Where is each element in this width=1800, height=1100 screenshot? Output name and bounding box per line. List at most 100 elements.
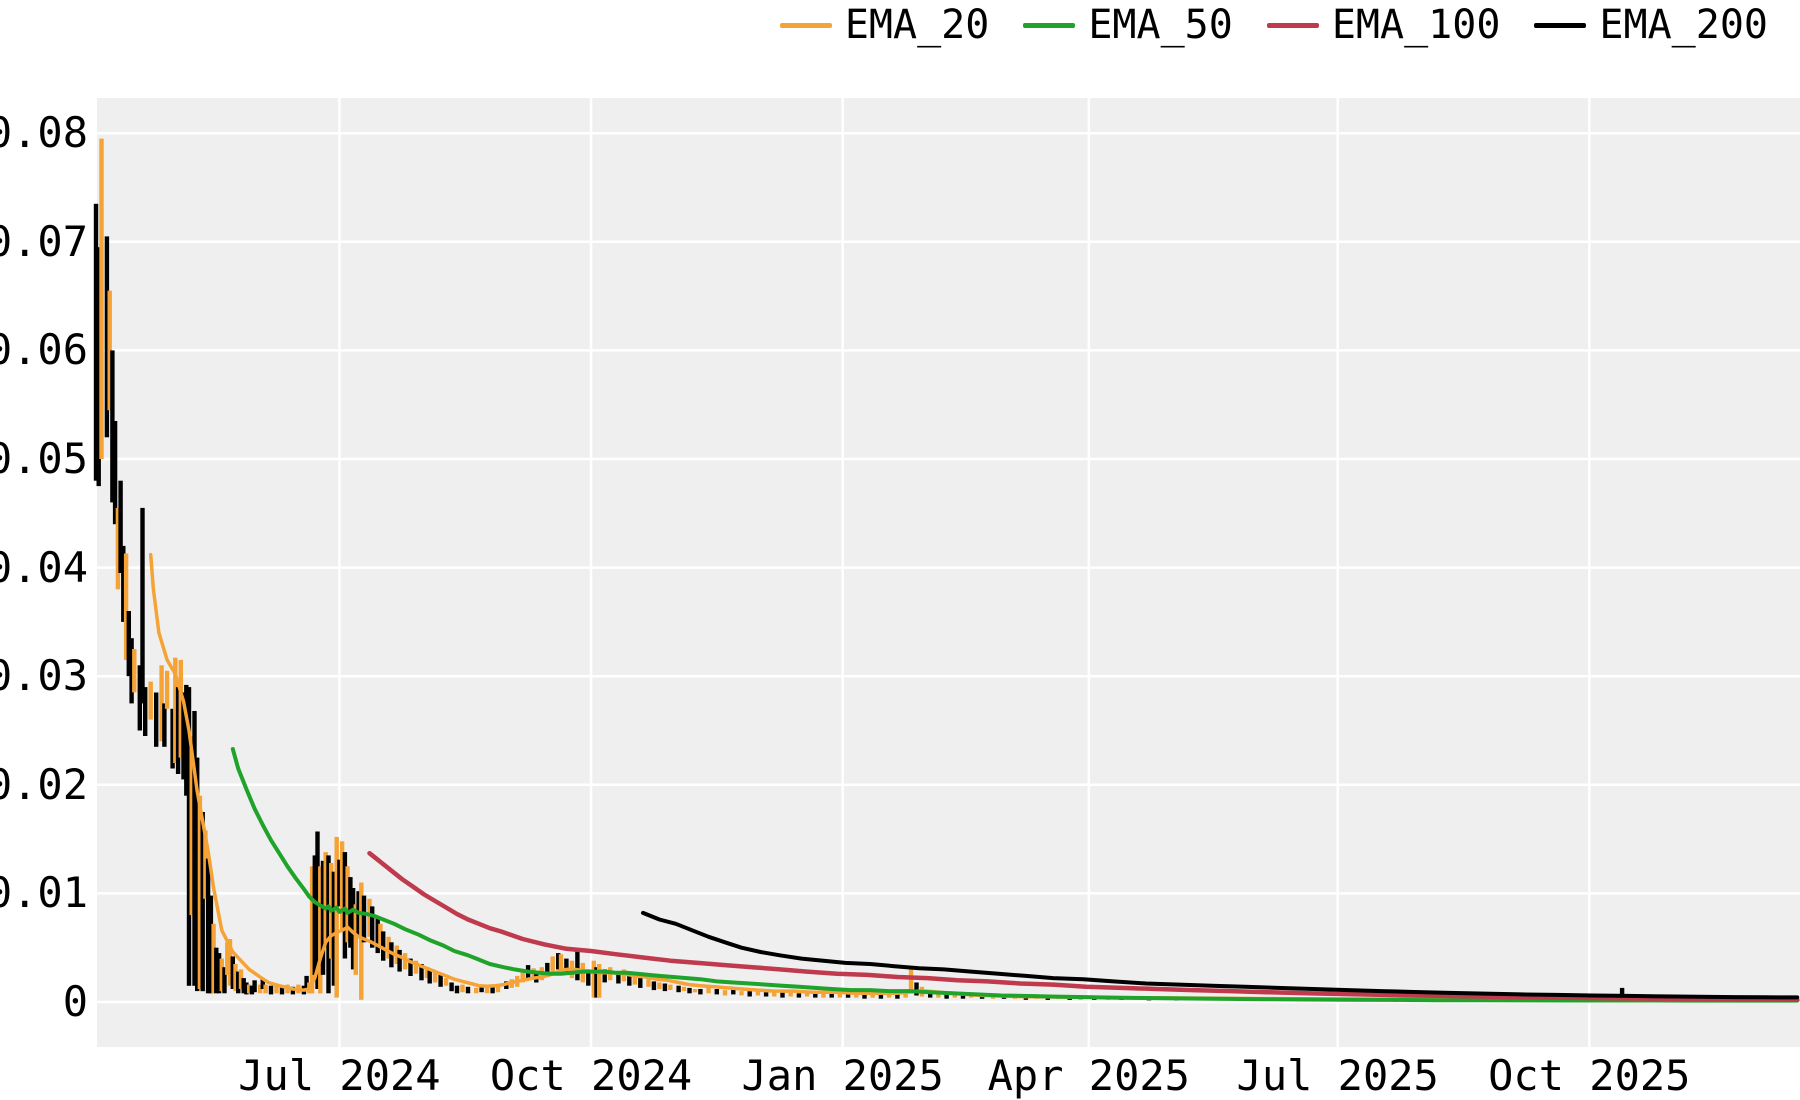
down-candle bbox=[545, 962, 550, 976]
down-candle bbox=[479, 984, 484, 993]
down-candle bbox=[389, 942, 394, 968]
down-candle bbox=[205, 858, 211, 994]
down-candle bbox=[627, 973, 632, 986]
down-candle bbox=[175, 687, 181, 774]
down-candle bbox=[602, 969, 607, 983]
up-candle bbox=[353, 904, 358, 975]
up-candle bbox=[681, 986, 687, 992]
up-candle bbox=[597, 964, 602, 998]
down-candle bbox=[252, 980, 257, 993]
up-candle bbox=[386, 936, 391, 959]
down-candle bbox=[731, 989, 736, 995]
down-candle bbox=[249, 985, 255, 995]
up-candle bbox=[591, 960, 596, 998]
up-candle bbox=[233, 964, 238, 992]
up-candle bbox=[413, 960, 419, 974]
ema-200-swatch-icon bbox=[1534, 22, 1587, 28]
down-candle bbox=[638, 978, 643, 988]
y-axis-tick-label: 0.04 bbox=[0, 542, 88, 592]
down-candle bbox=[170, 708, 175, 769]
legend-item-ema-100: EMA_100 bbox=[1266, 2, 1501, 48]
legend-item-ema-20: EMA_20 bbox=[779, 2, 989, 48]
up-candle bbox=[908, 967, 914, 994]
x-axis-tick-label: Jul 2024 bbox=[238, 1051, 441, 1100]
down-candle bbox=[438, 974, 443, 987]
up-candle bbox=[378, 923, 383, 948]
up-candle bbox=[495, 984, 501, 993]
up-candle bbox=[339, 841, 345, 932]
up-candle bbox=[484, 987, 490, 994]
up-candle bbox=[772, 991, 777, 997]
up-candle bbox=[821, 992, 826, 998]
down-candle bbox=[126, 611, 131, 677]
y-axis-tick-label: 0.05 bbox=[0, 434, 88, 483]
ema-50-swatch-icon bbox=[1023, 22, 1076, 28]
ema-50-line bbox=[230, 747, 1800, 1003]
down-candle bbox=[260, 978, 265, 989]
down-candle bbox=[184, 684, 189, 796]
down-candle bbox=[586, 969, 591, 986]
down-candle bbox=[465, 986, 471, 994]
up-candle bbox=[657, 982, 662, 989]
y-axis-tick-label: 0 bbox=[62, 977, 88, 1026]
down-candle bbox=[397, 949, 402, 972]
up-candle bbox=[804, 992, 810, 997]
down-candle bbox=[222, 967, 227, 994]
down-candle bbox=[651, 981, 657, 991]
up-candle bbox=[309, 866, 315, 994]
up-candle bbox=[203, 830, 208, 899]
legend-label: EMA_50 bbox=[1088, 2, 1233, 48]
legend-item-ema-50: EMA_50 bbox=[1023, 2, 1233, 48]
down-candle bbox=[714, 989, 719, 995]
down-candle bbox=[315, 831, 320, 989]
down-candle bbox=[337, 859, 342, 907]
down-candle bbox=[687, 987, 692, 994]
down-candle bbox=[408, 958, 413, 976]
down-candle bbox=[490, 986, 495, 994]
down-candle bbox=[454, 985, 460, 994]
legend-item-ema-200: EMA_200 bbox=[1534, 2, 1768, 48]
down-candle bbox=[279, 985, 285, 995]
up-candle bbox=[164, 670, 170, 709]
up-candle bbox=[274, 983, 279, 994]
down-candle bbox=[154, 692, 159, 747]
up-candle bbox=[706, 987, 711, 994]
down-candle bbox=[813, 993, 818, 998]
up-candle bbox=[936, 992, 941, 998]
ema-200-line bbox=[641, 910, 1800, 1000]
down-candle bbox=[200, 812, 205, 992]
up-candle bbox=[323, 852, 328, 948]
down-candle bbox=[594, 967, 599, 998]
down-candle bbox=[268, 985, 274, 995]
up-candle bbox=[219, 958, 224, 992]
up-candle bbox=[225, 942, 230, 975]
down-candle bbox=[616, 971, 621, 984]
down-candle bbox=[427, 969, 432, 984]
ema-100-line bbox=[367, 850, 1800, 1002]
down-candle bbox=[331, 871, 337, 986]
down-candle bbox=[698, 989, 703, 995]
up-candle bbox=[359, 882, 364, 1000]
down-candle bbox=[208, 895, 214, 994]
up-candle bbox=[197, 795, 203, 989]
down-candle bbox=[747, 991, 752, 997]
down-candle bbox=[216, 953, 222, 994]
up-candle bbox=[837, 993, 843, 998]
down-candle bbox=[326, 855, 331, 994]
down-candle bbox=[419, 964, 424, 981]
down-candle bbox=[230, 956, 235, 989]
up-candle bbox=[173, 657, 178, 763]
up-candle bbox=[263, 984, 268, 994]
x-axis-tick-label: Jul 2025 bbox=[1236, 1051, 1439, 1100]
down-candle bbox=[914, 982, 919, 996]
legend-label: EMA_100 bbox=[1331, 2, 1501, 48]
down-candle bbox=[575, 949, 580, 981]
down-candle bbox=[763, 992, 769, 997]
y-axis-tick-label: 0.03 bbox=[0, 651, 88, 701]
down-candle bbox=[244, 982, 249, 995]
plot-background bbox=[97, 98, 1800, 1047]
up-candle bbox=[788, 992, 793, 997]
up-candle bbox=[132, 649, 137, 693]
candlestick-series bbox=[93, 138, 1800, 1002]
